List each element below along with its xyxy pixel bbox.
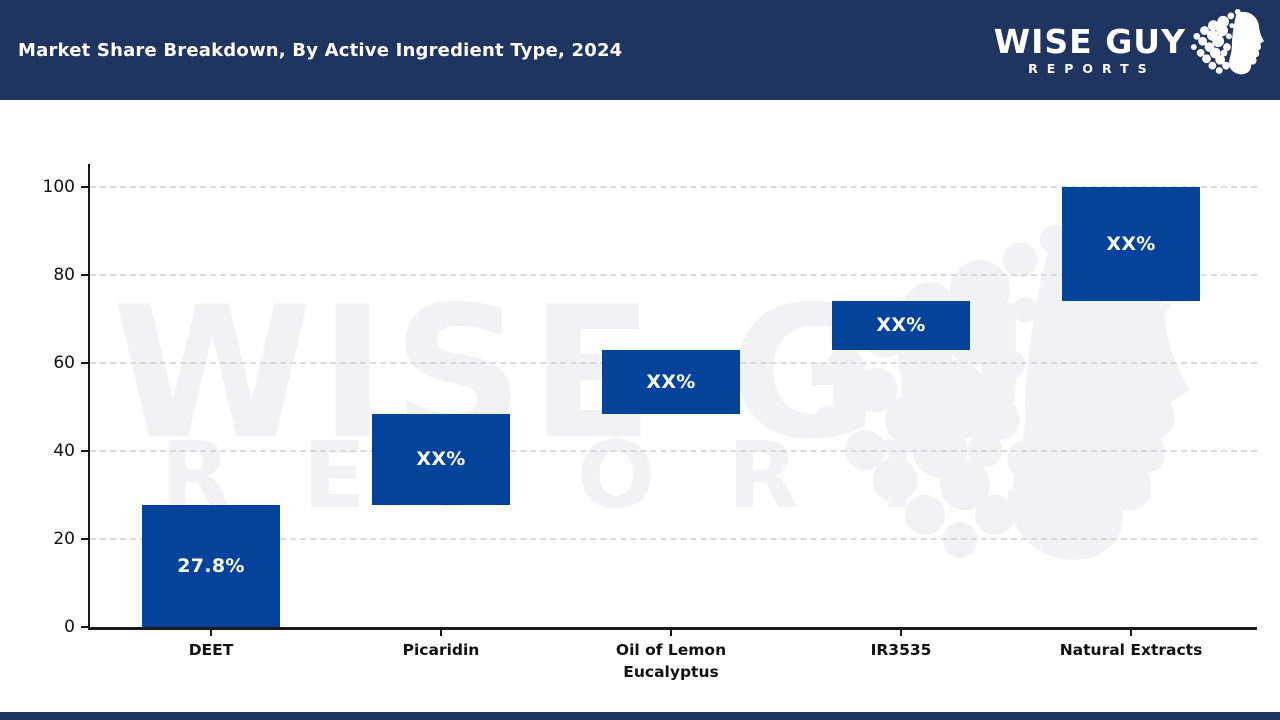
- chart-title: Market Share Breakdown, By Active Ingred…: [18, 39, 623, 61]
- y-tick-mark: [81, 538, 89, 540]
- y-axis-line: [88, 164, 90, 627]
- y-tick-mark: [81, 626, 89, 628]
- y-tick-mark: [81, 186, 89, 188]
- bar-ir3535: XX%: [832, 300, 970, 350]
- bar-value-label: XX%: [876, 314, 926, 337]
- y-tick-mark: [81, 362, 89, 364]
- bar-picaridin: XX%: [372, 414, 510, 505]
- y-axis-tick-label: 60: [53, 353, 75, 373]
- x-tick-mark: [670, 630, 672, 636]
- x-tick-mark: [1130, 630, 1132, 636]
- x-tick-mark: [900, 630, 902, 636]
- logo-wordmark: WISE GUY: [993, 21, 1186, 61]
- y-axis-tick-label: 20: [53, 529, 75, 549]
- brand-logo: WISE GUY REPORTS: [994, 6, 1266, 94]
- x-axis-category-label: IR3535: [870, 641, 932, 659]
- y-axis-tick-label: 80: [53, 265, 75, 285]
- logo-face-icon: [1190, 9, 1265, 75]
- gridline: [90, 538, 1257, 540]
- header-bar: Market Share Breakdown, By Active Ingred…: [0, 0, 1280, 100]
- y-tick-mark: [81, 450, 89, 452]
- bar-value-label: XX%: [416, 448, 466, 471]
- bar-value-label: XX%: [646, 370, 696, 393]
- bar-deet: 27.8%: [142, 504, 280, 627]
- bar-oil-of-lemon-eucalyptus: XX%: [602, 349, 740, 415]
- x-axis-category-label: Natural Extracts: [1059, 641, 1203, 659]
- gridline: [90, 186, 1257, 188]
- bar-value-label: 27.8%: [177, 554, 245, 577]
- y-axis-tick-label: 100: [42, 177, 75, 197]
- x-tick-mark: [210, 630, 212, 636]
- y-axis-tick-label: 0: [64, 617, 75, 637]
- bar-natural-extracts: XX%: [1062, 187, 1200, 301]
- y-axis-tick-label: 40: [53, 441, 75, 461]
- gridline: [90, 274, 1257, 276]
- y-tick-mark: [81, 274, 89, 276]
- x-axis-category-label: Picaridin: [402, 641, 480, 659]
- footer-bar: [0, 712, 1280, 720]
- bar-value-label: XX%: [1106, 232, 1156, 255]
- x-axis-line: [88, 627, 1257, 630]
- x-axis-category-label: Oil of Lemon Eucalyptus: [615, 641, 727, 681]
- gridline: [90, 450, 1257, 452]
- brand-text: WISE GUY REPORTS: [994, 25, 1186, 76]
- x-axis-category-label: DEET: [188, 641, 234, 659]
- logo-subtitle: REPORTS: [1028, 60, 1156, 76]
- x-tick-mark: [440, 630, 442, 636]
